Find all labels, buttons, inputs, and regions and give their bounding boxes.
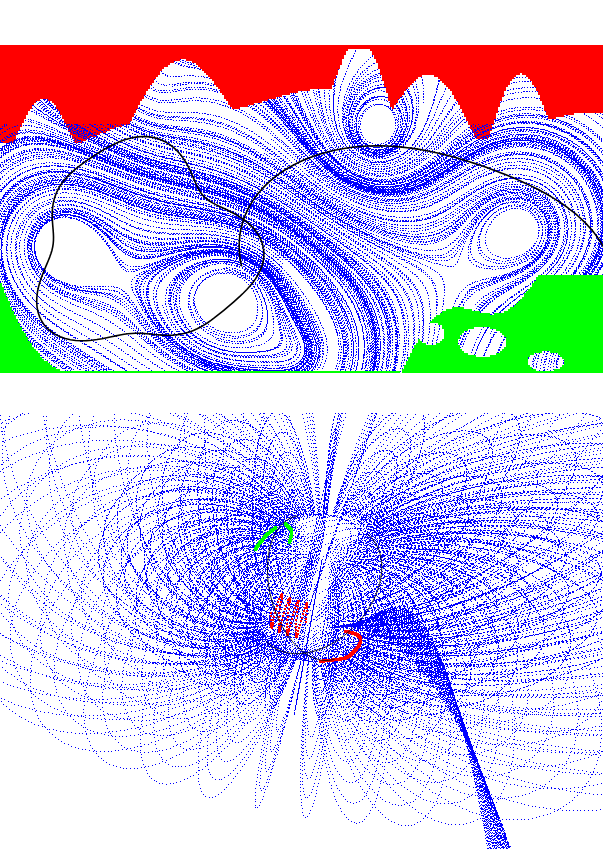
top-map-panel: Rectangular map projection showing stipp… <box>0 45 603 373</box>
map-projection-canvas <box>0 45 603 373</box>
bottom-3d-panel: Three dimensional perspective rendering … <box>0 413 603 849</box>
field-shell-canvas <box>0 413 603 849</box>
